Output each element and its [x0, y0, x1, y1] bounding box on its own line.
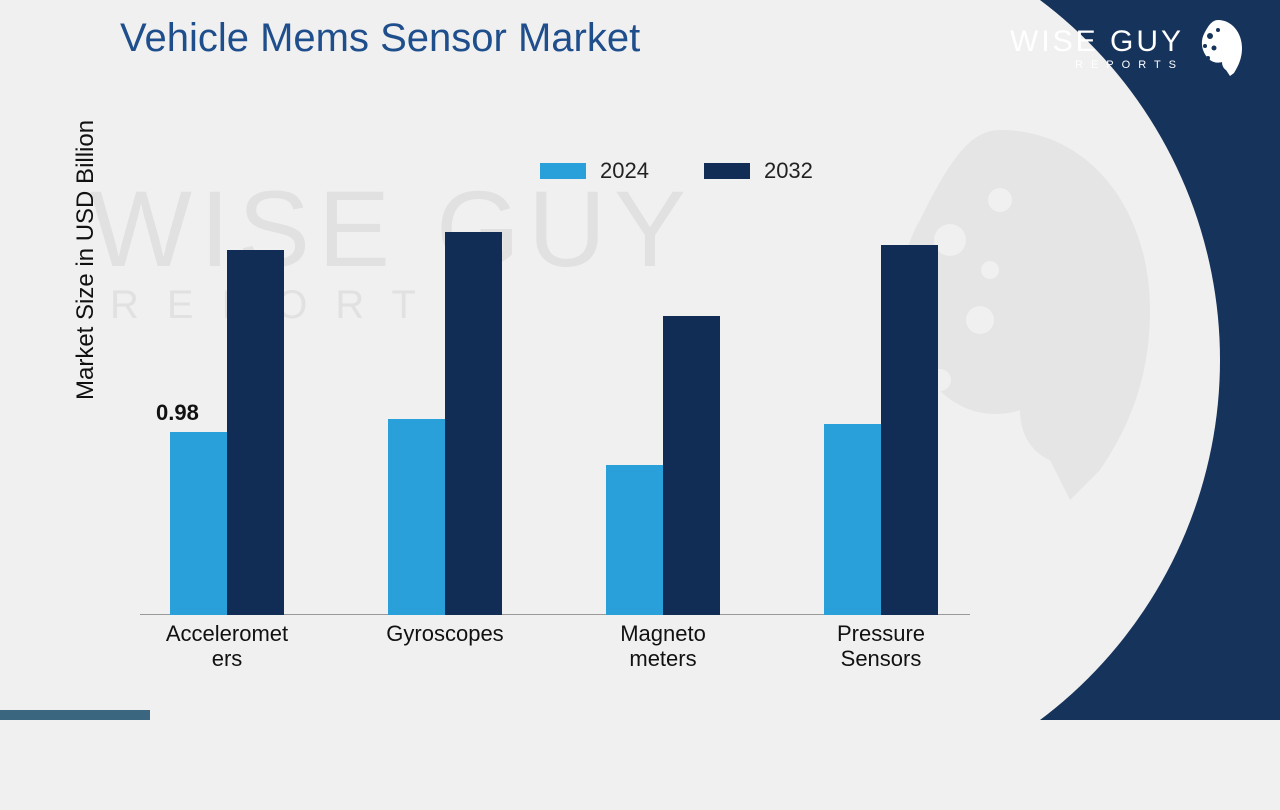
x-axis-label: Gyroscopes: [365, 621, 525, 646]
bar-group: [606, 316, 720, 615]
x-axis-label: Magnetometers: [583, 621, 743, 672]
legend-item-2024: 2024: [540, 158, 649, 184]
brand-logo-top: WISE GUY: [1010, 25, 1184, 59]
brand-side-panel: [960, 0, 1280, 720]
bar-2032: [227, 250, 284, 615]
y-axis-label: Market Size in USD Billion: [72, 120, 100, 400]
brand-logo-bottom: REPORTS: [1075, 59, 1184, 71]
bar-2024: [170, 432, 227, 615]
x-axis-label: Accelerometers: [147, 621, 307, 672]
bar-group: [824, 245, 938, 615]
bar-2024: [606, 465, 663, 615]
legend-swatch: [704, 163, 750, 179]
bar-2032: [881, 245, 938, 615]
brand-logo: WISE GUY REPORTS: [1010, 18, 1258, 78]
legend-label: 2032: [764, 158, 813, 184]
footer-accent-bar: [0, 710, 150, 720]
bar-2032: [445, 232, 502, 615]
legend-item-2032: 2032: [704, 158, 813, 184]
bar-2024: [388, 419, 445, 615]
chart-title: Vehicle Mems Sensor Market: [120, 16, 640, 61]
bar-group: [388, 232, 502, 615]
x-axis-label: PressureSensors: [801, 621, 961, 672]
bar-2024: [824, 424, 881, 615]
chart-plot-area: 0.98AccelerometersGyroscopesMagnetometer…: [140, 185, 970, 615]
bar-value-label: 0.98: [156, 400, 199, 426]
legend-swatch: [540, 163, 586, 179]
bar-2032: [663, 316, 720, 615]
chart-legend: 2024 2032: [540, 158, 813, 184]
bar-group: [170, 250, 284, 615]
brand-head-icon: [1190, 18, 1244, 78]
legend-label: 2024: [600, 158, 649, 184]
